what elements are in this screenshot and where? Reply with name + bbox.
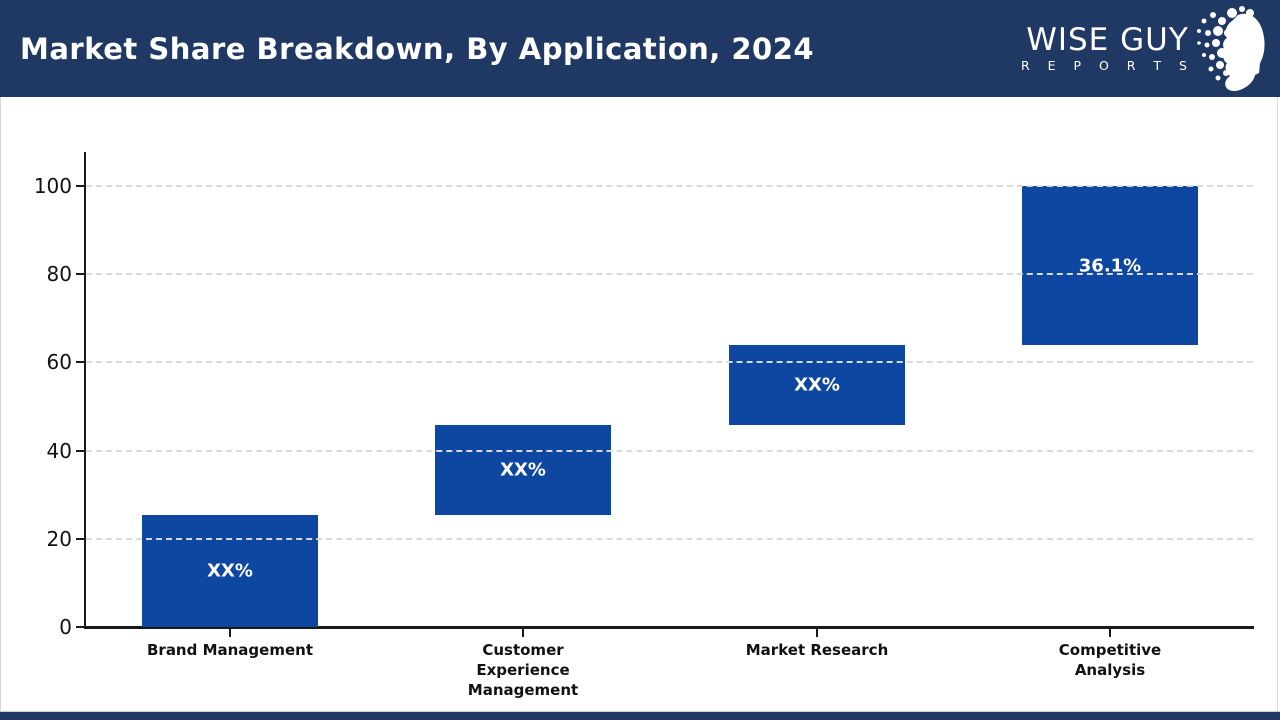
bar-customer-experience-management <box>435 425 611 515</box>
header-bar: Market Share Breakdown, By Application, … <box>0 0 1280 97</box>
x-axis-line <box>84 626 1254 629</box>
x-axis-tick <box>229 629 231 637</box>
logo-subtitle: R E P O R T S <box>1020 57 1194 73</box>
gridline <box>86 361 1253 364</box>
wiseguy-logo-text: WISE GUY R E P O R T S <box>1020 21 1194 73</box>
y-axis-tick <box>76 626 85 628</box>
bar-value-label: 36.1% <box>1078 255 1142 277</box>
y-tick-label: 80 <box>46 262 72 287</box>
y-axis-tick <box>76 449 85 452</box>
bar-value-label: XX% <box>500 459 546 481</box>
x-axis-tick <box>1109 629 1111 637</box>
bar-value-label: XX% <box>794 374 840 396</box>
x-category-label: Brand Management <box>146 641 313 659</box>
y-axis-line <box>84 152 86 628</box>
gridline <box>86 185 1253 187</box>
y-tick-label: 40 <box>46 438 72 463</box>
y-tick-label: 0 <box>59 615 72 639</box>
logo-wordmark: WISE GUY <box>1026 21 1189 58</box>
bar-market-research <box>729 345 905 425</box>
x-category-label: Competitive Analysis <box>1058 641 1162 679</box>
x-axis-tick <box>816 629 818 637</box>
y-axis-tick <box>76 273 85 276</box>
x-category-label: Customer Experience Management <box>467 641 579 699</box>
bar-value-label: XX% <box>207 560 253 582</box>
y-tick-label: 20 <box>46 526 72 551</box>
y-tick-label: 100 <box>33 174 72 198</box>
wiseguy-face-icon <box>1197 5 1265 91</box>
x-category-label: Market Research <box>745 641 889 659</box>
y-tick-label: 60 <box>46 350 72 375</box>
gridline <box>86 273 1253 276</box>
gridline <box>86 449 1253 452</box>
gridline <box>86 537 1253 540</box>
x-axis-tick <box>522 629 524 637</box>
wiseguy-logo: WISE GUY R E P O R T S <box>1021 0 1268 97</box>
bar-brand-management <box>142 514 318 627</box>
y-axis-tick <box>76 185 85 187</box>
page-title: Market Share Breakdown, By Application, … <box>20 31 815 66</box>
y-axis-tick <box>76 361 85 364</box>
y-axis-tick <box>76 537 85 540</box>
footer-bar <box>0 711 1280 720</box>
